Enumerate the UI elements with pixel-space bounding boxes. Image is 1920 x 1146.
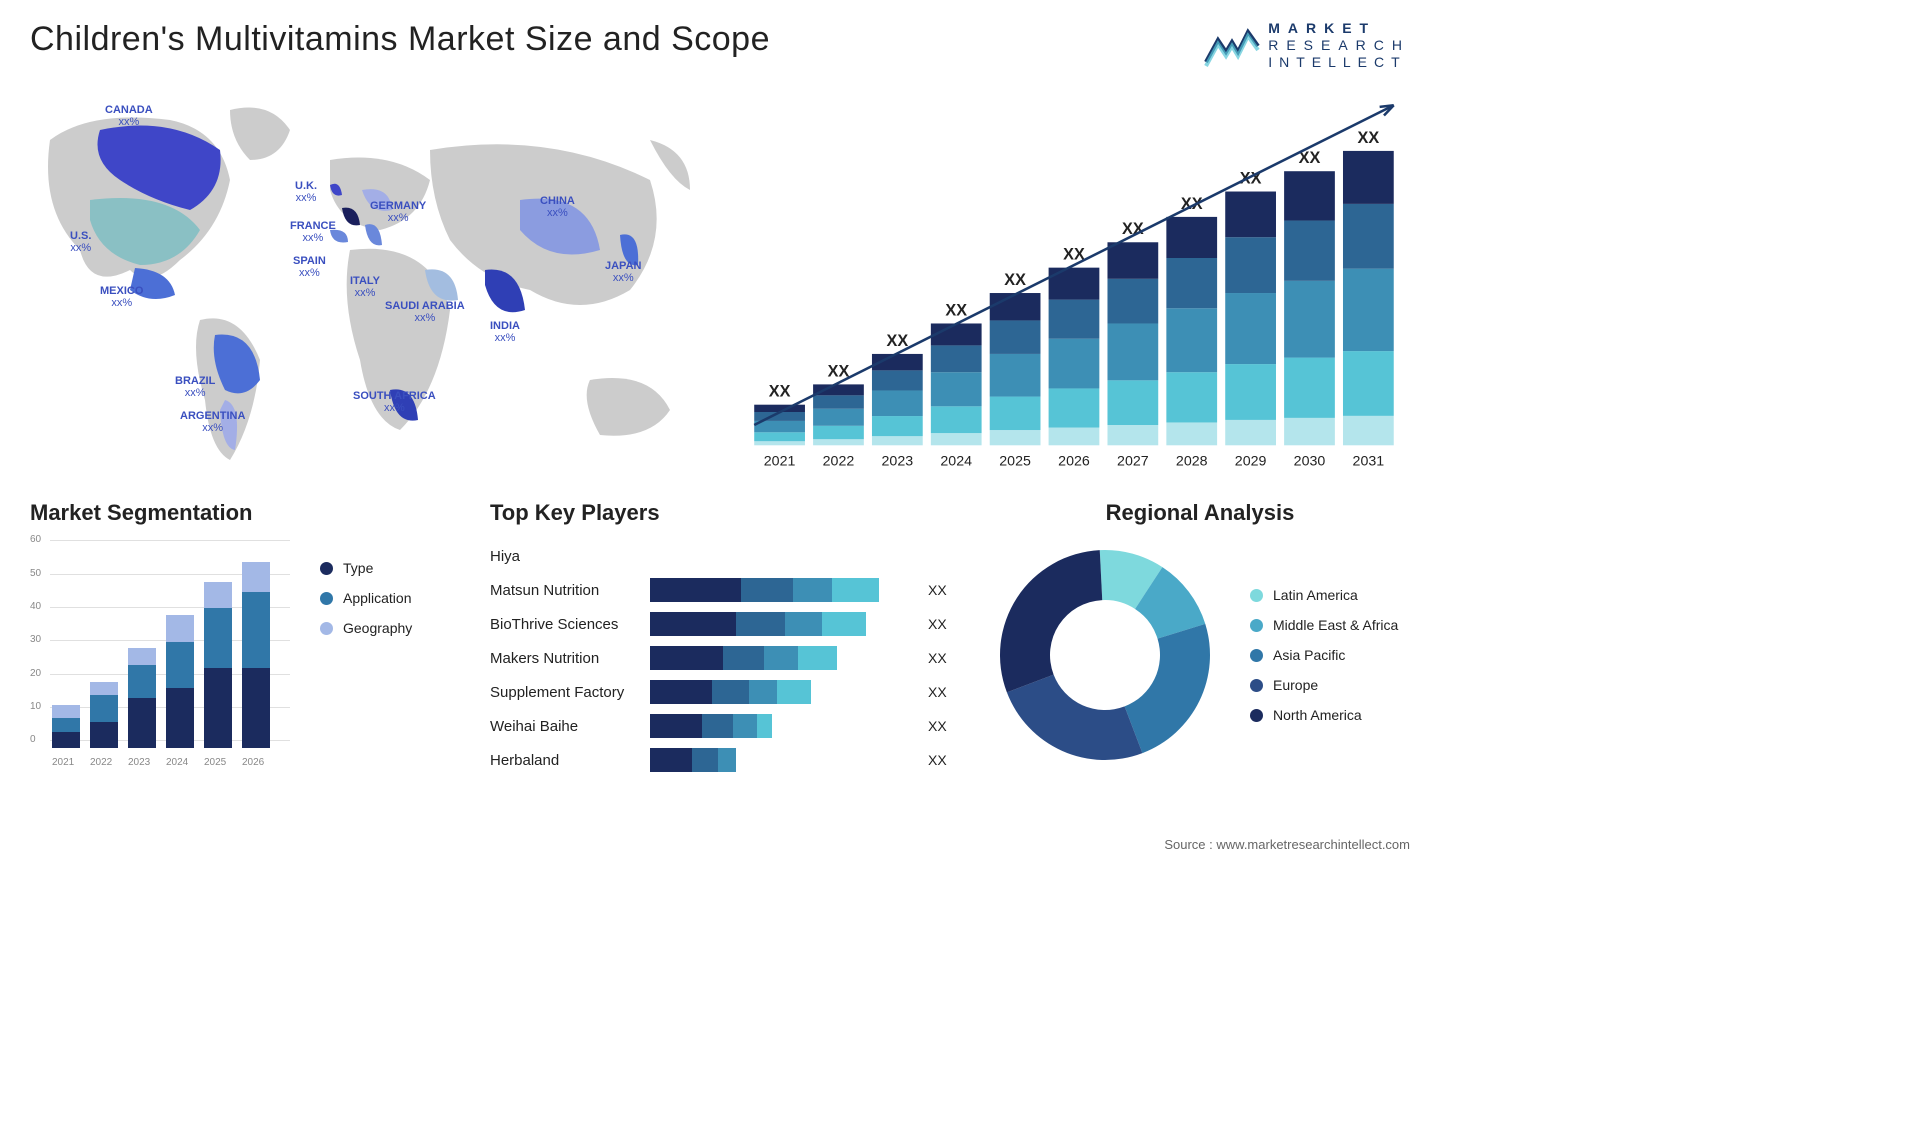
seg-bar xyxy=(242,562,270,749)
svg-text:XX: XX xyxy=(1004,271,1026,289)
svg-text:2021: 2021 xyxy=(764,454,796,470)
segmentation-legend: Type Application Geography xyxy=(320,560,412,636)
map-label: MEXICOxx% xyxy=(100,285,143,309)
players-panel: Top Key Players HiyaMatsun NutritionXXBi… xyxy=(490,500,960,776)
svg-text:2026: 2026 xyxy=(1058,454,1090,470)
player-row: Hiya xyxy=(490,540,960,572)
svg-text:2028: 2028 xyxy=(1176,454,1208,470)
map-label: JAPANxx% xyxy=(605,260,641,284)
svg-text:2022: 2022 xyxy=(823,454,855,470)
svg-text:XX: XX xyxy=(769,383,791,401)
svg-text:2025: 2025 xyxy=(999,454,1031,470)
svg-text:2030: 2030 xyxy=(1294,454,1326,470)
map-label: SPAINxx% xyxy=(293,255,326,279)
svg-text:XX: XX xyxy=(828,363,850,381)
map-label: SAUDI ARABIAxx% xyxy=(385,300,465,324)
player-row: Supplement FactoryXX xyxy=(490,676,960,708)
players-title: Top Key Players xyxy=(490,500,960,526)
legend-item: Middle East & Africa xyxy=(1250,617,1398,633)
map-label: BRAZILxx% xyxy=(175,375,215,399)
map-label: FRANCExx% xyxy=(290,220,336,244)
svg-text:2024: 2024 xyxy=(940,454,972,470)
legend-item: Geography xyxy=(320,620,412,636)
segmentation-title: Market Segmentation xyxy=(30,500,460,526)
page-title: Children's Multivitamins Market Size and… xyxy=(30,20,770,59)
map-label: ITALYxx% xyxy=(350,275,380,299)
legend-item: Application xyxy=(320,590,412,606)
svg-text:2029: 2029 xyxy=(1235,454,1267,470)
regional-legend: Latin America Middle East & Africa Asia Pa… xyxy=(1250,587,1398,723)
svg-text:XX: XX xyxy=(945,302,967,320)
logo-text-1: MARKET xyxy=(1268,20,1410,37)
logo-text-2: RESEARCH xyxy=(1268,37,1410,54)
logo-icon xyxy=(1204,22,1260,68)
map-label: SOUTH AFRICAxx% xyxy=(353,390,436,414)
world-map-panel: CANADAxx% U.S.xx% MEXICOxx% BRAZILxx% ARGENT… xyxy=(30,90,710,470)
regional-panel: Regional Analysis Latin America Middle Ea… xyxy=(990,500,1410,770)
growth-chart-panel: XX2021XX2022XX2023XX2024XX2025XX2026XX20… xyxy=(740,90,1410,470)
svg-text:XX: XX xyxy=(1358,129,1380,147)
map-label: ARGENTINAxx% xyxy=(180,410,245,434)
legend-item: Europe xyxy=(1250,677,1398,693)
map-label: INDIAxx% xyxy=(490,320,520,344)
svg-text:XX: XX xyxy=(887,332,909,350)
legend-item: North America xyxy=(1250,707,1398,723)
player-row: BioThrive SciencesXX xyxy=(490,608,960,640)
segmentation-panel: Market Segmentation 01020304050602021202… xyxy=(30,500,460,770)
seg-bar xyxy=(166,615,194,748)
seg-bar xyxy=(128,648,156,748)
source-attribution: Source : www.marketresearchintellect.com xyxy=(1164,837,1410,852)
regional-title: Regional Analysis xyxy=(990,500,1410,526)
player-row: HerbalandXX xyxy=(490,744,960,776)
regional-donut xyxy=(990,540,1220,770)
brand-logo: MARKET RESEARCH INTELLECT xyxy=(1204,20,1410,70)
map-label: GERMANYxx% xyxy=(370,200,426,224)
players-list: HiyaMatsun NutritionXXBioThrive Sciences… xyxy=(490,540,960,776)
map-label: CHINAxx% xyxy=(540,195,575,219)
player-row: Weihai BaiheXX xyxy=(490,710,960,742)
seg-bar xyxy=(90,682,118,749)
svg-text:2027: 2027 xyxy=(1117,454,1149,470)
map-label: U.K.xx% xyxy=(295,180,317,204)
player-row: Makers NutritionXX xyxy=(490,642,960,674)
player-row: Matsun NutritionXX xyxy=(490,574,960,606)
svg-text:2031: 2031 xyxy=(1353,454,1385,470)
map-label: U.S.xx% xyxy=(70,230,91,254)
segmentation-chart: 0102030405060202120222023202420252026 xyxy=(30,540,290,770)
growth-chart: XX2021XX2022XX2023XX2024XX2025XX2026XX20… xyxy=(740,90,1410,476)
seg-bar xyxy=(204,582,232,749)
legend-item: Asia Pacific xyxy=(1250,647,1398,663)
legend-item: Latin America xyxy=(1250,587,1398,603)
logo-text-3: INTELLECT xyxy=(1268,54,1410,71)
legend-item: Type xyxy=(320,560,412,576)
map-label: CANADAxx% xyxy=(105,104,153,128)
seg-bar xyxy=(52,705,80,748)
svg-text:2023: 2023 xyxy=(882,454,914,470)
